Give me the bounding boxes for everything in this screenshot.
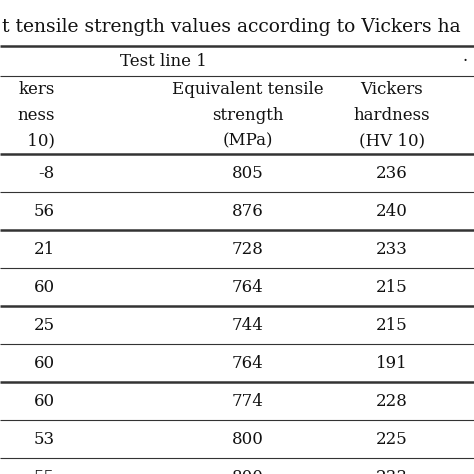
Text: 233: 233: [376, 240, 408, 257]
Text: 774: 774: [232, 392, 264, 410]
Text: 21: 21: [34, 240, 55, 257]
Text: 215: 215: [376, 317, 408, 334]
Text: 876: 876: [232, 202, 264, 219]
Text: hardness: hardness: [354, 107, 430, 124]
Text: 10): 10): [22, 133, 55, 149]
Text: -8: -8: [39, 164, 55, 182]
Text: 805: 805: [232, 164, 264, 182]
Text: Vickers: Vickers: [361, 81, 423, 98]
Text: ·: ·: [463, 53, 468, 70]
Text: 764: 764: [232, 279, 264, 295]
Text: 60: 60: [34, 355, 55, 372]
Text: strength: strength: [212, 107, 284, 124]
Text: 240: 240: [376, 202, 408, 219]
Text: 191: 191: [376, 355, 408, 372]
Text: 215: 215: [376, 279, 408, 295]
Text: Equivalent tensile: Equivalent tensile: [172, 81, 324, 98]
Text: 764: 764: [232, 355, 264, 372]
Text: 55: 55: [34, 468, 55, 474]
Text: 728: 728: [232, 240, 264, 257]
Text: 228: 228: [376, 392, 408, 410]
Text: 56: 56: [34, 202, 55, 219]
Text: 225: 225: [376, 430, 408, 447]
Text: t tensile strength values according to Vickers ha: t tensile strength values according to V…: [2, 18, 461, 36]
Text: 744: 744: [232, 317, 264, 334]
Text: (HV 10): (HV 10): [359, 133, 425, 149]
Text: 236: 236: [376, 164, 408, 182]
Text: ness: ness: [18, 107, 55, 124]
Text: kers: kers: [18, 81, 55, 98]
Text: Test line 1: Test line 1: [120, 53, 207, 70]
Text: 233: 233: [376, 468, 408, 474]
Text: (MPa): (MPa): [223, 133, 273, 149]
Text: 800: 800: [232, 430, 264, 447]
Text: 53: 53: [34, 430, 55, 447]
Text: 25: 25: [34, 317, 55, 334]
Text: 800: 800: [232, 468, 264, 474]
Text: 60: 60: [34, 279, 55, 295]
Text: 60: 60: [34, 392, 55, 410]
